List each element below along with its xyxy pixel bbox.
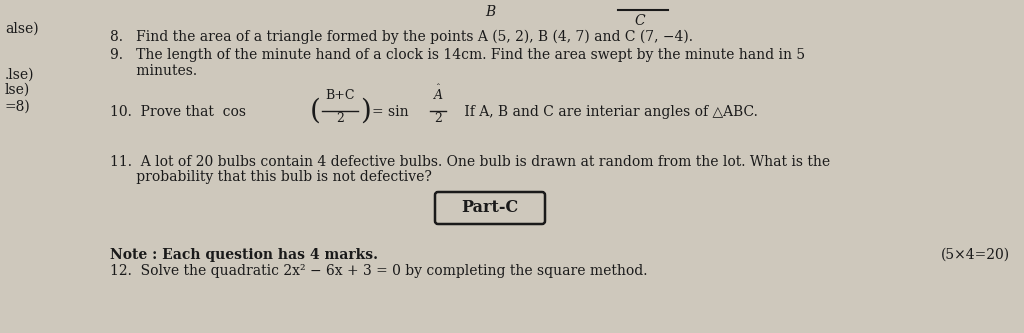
Text: C: C [635, 14, 645, 28]
Text: minutes.: minutes. [110, 64, 198, 78]
Text: 8.   Find the area of a triangle formed by the points A (5, 2), B (4, 7) and C (: 8. Find the area of a triangle formed by… [110, 30, 693, 44]
Text: 10.  Prove that  cos: 10. Prove that cos [110, 105, 246, 119]
Text: Note : Each question has 4 marks.: Note : Each question has 4 marks. [110, 248, 378, 262]
Text: (5×4=20): (5×4=20) [941, 248, 1010, 262]
Text: 11.  A lot of 20 bulbs contain 4 defective bulbs. One bulb is drawn at random fr: 11. A lot of 20 bulbs contain 4 defectiv… [110, 155, 830, 169]
Text: = sin: = sin [372, 105, 409, 119]
Text: =8): =8) [5, 100, 31, 114]
Text: ˆ: ˆ [435, 84, 440, 93]
Text: ): ) [359, 98, 371, 125]
Text: If A, B and C are interiar angles of △ABC.: If A, B and C are interiar angles of △AB… [460, 105, 758, 119]
Text: 12.  Solve the quadratic 2x² − 6x + 3 = 0 by completing the square method.: 12. Solve the quadratic 2x² − 6x + 3 = 0… [110, 264, 647, 278]
Text: 2: 2 [336, 112, 344, 125]
Text: .lse): .lse) [5, 68, 35, 82]
Text: B: B [485, 5, 496, 19]
FancyBboxPatch shape [435, 192, 545, 224]
Text: (: ( [309, 98, 321, 125]
Text: 2: 2 [434, 112, 442, 125]
Text: Part-C: Part-C [462, 199, 518, 216]
Text: A: A [433, 89, 442, 102]
Text: probability that this bulb is not defective?: probability that this bulb is not defect… [110, 170, 432, 184]
Text: lse): lse) [5, 83, 31, 97]
Text: alse): alse) [5, 22, 39, 36]
Text: B+C: B+C [326, 89, 354, 102]
Text: 9.   The length of the minute hand of a clock is 14cm. Find the area swept by th: 9. The length of the minute hand of a cl… [110, 48, 805, 62]
